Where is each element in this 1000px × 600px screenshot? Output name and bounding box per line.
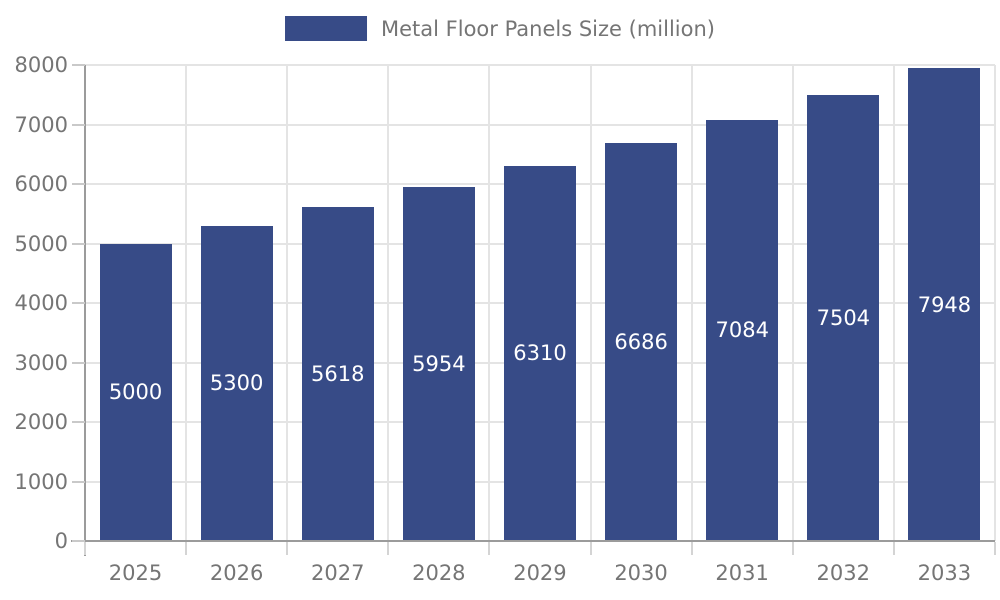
x-tick-label-2026: 2026 — [209, 561, 264, 585]
y-tick-label: 2000 — [14, 410, 68, 434]
y-tick-label: 3000 — [14, 350, 68, 375]
x-tick-label-2027: 2027 — [310, 561, 365, 585]
y-tick-mark — [72, 123, 85, 126]
v-gridline — [488, 65, 491, 541]
y-axis-line — [84, 65, 86, 556]
v-gridline — [690, 65, 693, 541]
h-gridline-8000 — [85, 64, 995, 66]
y-tick-mark — [72, 242, 85, 245]
x-tick-label-2031: 2031 — [715, 561, 769, 585]
y-tick-label: 5000 — [14, 231, 68, 256]
bar-2025: 5000 — [99, 243, 172, 541]
v-gridline — [791, 65, 794, 541]
bar-2029: 6310 — [504, 165, 576, 541]
x-tick-mark — [84, 542, 86, 555]
bar-value-label: 7504 — [816, 305, 871, 330]
x-tick-mark — [690, 542, 693, 555]
y-tick-label: 7000 — [14, 112, 68, 137]
v-gridline — [892, 65, 895, 541]
y-tick-mark — [72, 421, 85, 423]
bar-2033: 7948 — [908, 68, 981, 541]
x-tick-mark — [589, 542, 592, 555]
bar-2028: 5954 — [402, 186, 475, 541]
bar-2030: 6686 — [605, 143, 678, 541]
bar-value-label: 5000 — [108, 380, 163, 405]
x-tick-mark — [892, 542, 895, 555]
x-axis-line — [71, 540, 995, 542]
bar-value-label: 5954 — [412, 351, 466, 376]
x-tick-label-2025: 2025 — [108, 561, 163, 585]
v-gridline — [185, 65, 188, 541]
bar-2027: 5618 — [301, 206, 374, 541]
y-tick-label: 4000 — [14, 291, 68, 315]
v-gridline — [387, 65, 390, 541]
x-tick-label-2029: 2029 — [513, 561, 567, 585]
x-tick-mark — [387, 542, 390, 555]
x-tick-mark — [994, 542, 996, 555]
v-gridline — [994, 65, 996, 541]
bar-value-label: 7084 — [715, 318, 769, 343]
bar-2032: 7504 — [807, 94, 880, 541]
y-tick-mark — [72, 540, 85, 542]
y-tick-label: 8000 — [14, 53, 68, 77]
legend: Metal Floor Panels Size (million) — [285, 16, 715, 41]
plot-area: 5000 5300 5618 5954 6310 6686 7084 7504 7948 — [85, 64, 996, 541]
y-tick-label: 0 — [54, 529, 68, 553]
bar-value-label: 5618 — [311, 361, 365, 386]
y-tick-mark — [72, 361, 85, 364]
y-tick-mark — [72, 183, 85, 185]
v-gridline — [589, 65, 592, 541]
y-tick-label: 6000 — [14, 172, 68, 196]
x-tick-mark — [185, 542, 188, 555]
x-tick-mark — [791, 542, 794, 555]
bar-2026: 5300 — [200, 225, 273, 541]
x-tick-label-2030: 2030 — [614, 561, 668, 585]
y-tick-mark — [72, 64, 85, 66]
x-tick-label-2032: 2032 — [816, 561, 870, 585]
x-tick-label-2028: 2028 — [412, 561, 466, 585]
x-tick-label-2033: 2033 — [917, 561, 972, 585]
bar-value-label: 7948 — [917, 292, 972, 317]
y-tick-mark — [72, 302, 85, 304]
y-tick-mark — [72, 480, 85, 483]
bar-2031: 7084 — [706, 119, 779, 541]
x-tick-mark — [488, 542, 491, 555]
bar-value-label: 5300 — [209, 371, 264, 396]
legend-label: Metal Floor Panels Size (million) — [381, 16, 715, 41]
bar-value-label: 6686 — [614, 330, 668, 355]
x-tick-mark — [286, 542, 289, 555]
y-tick-label: 1000 — [14, 469, 68, 494]
bar-value-label: 6310 — [513, 341, 567, 366]
v-gridline — [286, 65, 289, 541]
legend-swatch — [285, 16, 368, 41]
h-gridline-7000 — [85, 123, 995, 126]
